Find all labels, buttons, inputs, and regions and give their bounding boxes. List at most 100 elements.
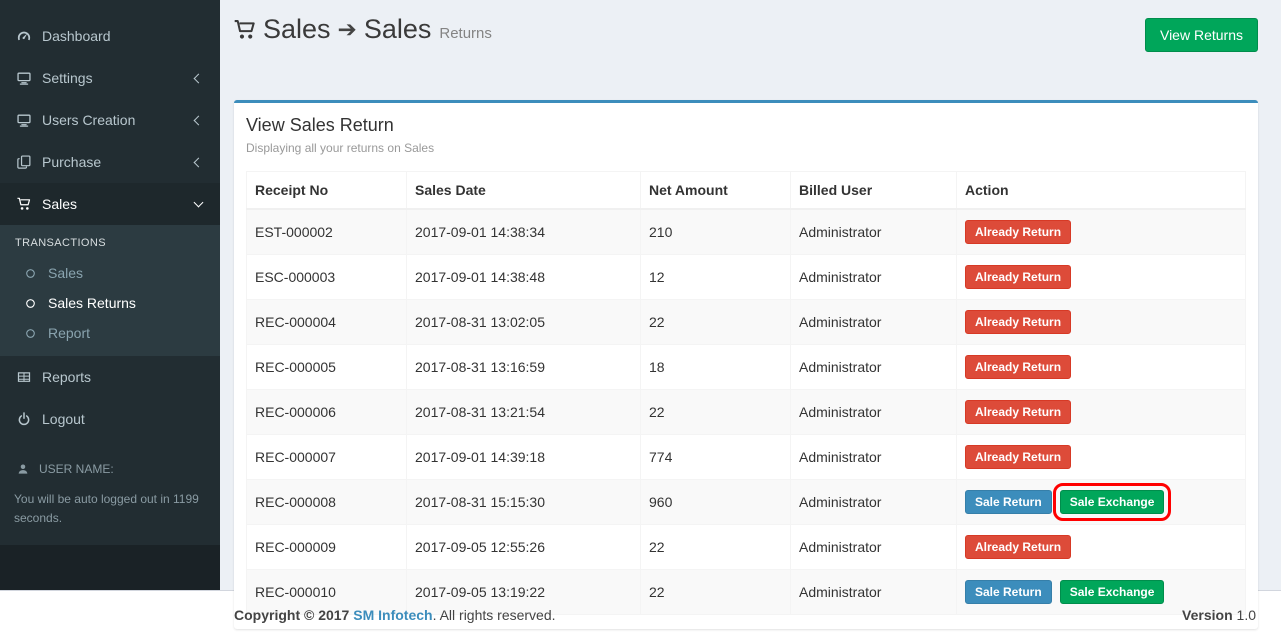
chevron-left-icon — [193, 73, 204, 83]
cell-billed-user: Administrator — [790, 434, 957, 480]
table-row: REC-000005 2017-08-31 13:16:59 18 Administr… — [246, 344, 1246, 390]
copy-icon — [15, 155, 33, 169]
sidebar-subitem-sales[interactable]: Sales — [0, 258, 220, 288]
cell-sales-date: 2017-09-05 13:19:22 — [406, 569, 641, 615]
content: View Sales Return Displaying all your re… — [220, 52, 1281, 629]
content-header: Sales ➔ Sales Returns View Returns — [220, 0, 1281, 52]
user-name-label: USER NAME: — [14, 462, 206, 476]
cell-billed-user: Administrator — [790, 299, 957, 345]
sales-return-box: View Sales Return Displaying all your re… — [234, 100, 1258, 629]
power-icon — [15, 412, 33, 426]
box-title: View Sales Return — [246, 115, 394, 135]
cell-sales-date: 2017-08-31 15:15:30 — [406, 479, 641, 525]
box-header: View Sales Return Displaying all your re… — [234, 103, 1258, 161]
table-row: REC-000007 2017-09-01 14:39:18 774 Administ… — [246, 434, 1246, 480]
box-subtitle: Displaying all your returns on Sales — [246, 141, 435, 155]
chevron-left-icon — [193, 157, 204, 167]
rights-text: . All rights reserved. — [432, 607, 556, 623]
sidebar-item-label: Purchase — [42, 154, 102, 170]
sale-exchange-button[interactable]: Sale Exchange — [1059, 580, 1165, 604]
version-label: Version — [1182, 607, 1233, 623]
cell-action: Sale Return Sale Exchange — [956, 479, 1246, 525]
cell-receipt-no: REC-000006 — [246, 389, 407, 435]
sidebar-item-label: Sales — [42, 196, 78, 212]
copyright-text: Copyright © 2017 — [234, 607, 350, 623]
cell-receipt-no: REC-000009 — [246, 524, 407, 570]
breadcrumb-current-sub: Returns — [439, 25, 492, 42]
sidebar-item-settings[interactable]: Settings — [0, 57, 220, 99]
table-row: ESC-000003 2017-09-01 14:38:48 12 Administr… — [246, 254, 1246, 300]
monitor-icon — [15, 71, 33, 85]
cell-billed-user: Administrator — [790, 389, 957, 435]
cell-sales-date: 2017-08-31 13:21:54 — [406, 389, 641, 435]
already-return-badge: Already Return — [965, 220, 1072, 244]
sidebar-subitem-label: Sales Returns — [48, 295, 136, 311]
table-row: EST-000002 2017-09-01 14:38:34 210 Administ… — [246, 208, 1246, 255]
sidebar-item-dashboard[interactable]: Dashboard — [0, 15, 220, 57]
cell-net-amount: 12 — [640, 254, 791, 300]
sidebar-item-purchase[interactable]: Purchase — [0, 141, 220, 183]
table-header-row: Receipt No Sales Date Net Amount Billed Use… — [246, 171, 1246, 210]
table-row: REC-000010 2017-09-05 13:19:22 22 Administr… — [246, 569, 1246, 615]
user-icon — [14, 463, 32, 475]
sidebar-footer — [0, 545, 220, 590]
sidebar: Dashboard Settings Users Creation Purchase S… — [0, 0, 220, 590]
table-body: EST-000002 2017-09-01 14:38:34 210 Administ… — [246, 208, 1246, 615]
cell-billed-user: Administrator — [790, 479, 957, 525]
sidebar-subitem-label: Report — [48, 325, 91, 341]
breadcrumb-arrow-icon: ➔ — [337, 16, 357, 42]
cell-action: Already Return — [956, 344, 1246, 390]
cell-receipt-no: REC-000007 — [246, 434, 407, 480]
sidebar-subitem-sales-returns[interactable]: Sales Returns — [0, 288, 220, 318]
cell-action: Already Return — [956, 254, 1246, 300]
cell-net-amount: 22 — [640, 569, 791, 615]
chevron-left-icon — [193, 115, 204, 125]
monitor-icon — [15, 113, 33, 127]
cart-icon — [234, 19, 256, 41]
chevron-down-icon — [193, 197, 204, 208]
sales-returns-table: Receipt No Sales Date Net Amount Billed Use… — [246, 171, 1246, 615]
table-row: REC-000004 2017-08-31 13:02:05 22 Administr… — [246, 299, 1246, 345]
sidebar-item-users-creation[interactable]: Users Creation — [0, 99, 220, 141]
already-return-badge: Already Return — [965, 400, 1072, 424]
cell-sales-date: 2017-09-01 14:38:34 — [406, 208, 641, 255]
cell-action: Already Return — [956, 434, 1246, 480]
cell-billed-user: Administrator — [790, 569, 957, 615]
sidebar-submenu: Sales Sales Returns Report — [0, 258, 220, 356]
cell-action: Already Return — [956, 389, 1246, 435]
company-link[interactable]: SM Infotech — [353, 607, 433, 623]
cell-billed-user: Administrator — [790, 208, 957, 255]
circle-icon — [21, 328, 39, 339]
cell-action: Already Return — [956, 299, 1246, 345]
sidebar-subitem-report[interactable]: Report — [0, 318, 220, 348]
cell-receipt-no: REC-000008 — [246, 479, 407, 525]
sale-return-button[interactable]: Sale Return — [965, 580, 1052, 604]
cell-receipt-no: ESC-000003 — [246, 254, 407, 300]
cell-sales-date: 2017-08-31 13:16:59 — [406, 344, 641, 390]
sidebar-item-reports[interactable]: Reports — [0, 356, 220, 398]
cart-icon — [15, 197, 33, 211]
sale-exchange-button[interactable]: Sale Exchange — [1052, 483, 1172, 521]
user-name-text: USER NAME: — [39, 462, 114, 476]
sidebar-item-label: Settings — [42, 70, 93, 86]
cell-billed-user: Administrator — [790, 344, 957, 390]
already-return-badge: Already Return — [965, 355, 1072, 379]
copyright: Copyright © 2017 SM Infotech. All rights… — [234, 607, 556, 623]
sidebar-subitem-label: Sales — [48, 265, 84, 281]
page-title: Sales ➔ Sales Returns — [234, 14, 492, 45]
sidebar-menu-lower: Reports Logout — [0, 356, 220, 440]
table-row: REC-000009 2017-09-05 12:55:26 22 Administr… — [246, 524, 1246, 570]
sidebar-item-sales[interactable]: Sales — [0, 183, 220, 225]
sidebar-item-label: Users Creation — [42, 112, 136, 128]
sale-return-button[interactable]: Sale Return — [965, 490, 1052, 514]
sidebar-user-panel: USER NAME: You will be auto logged out i… — [0, 440, 220, 527]
sidebar-item-label: Reports — [42, 369, 92, 385]
table-row: REC-000006 2017-08-31 13:21:54 22 Administr… — [246, 389, 1246, 435]
view-returns-button[interactable]: View Returns — [1144, 18, 1258, 52]
sidebar-item-logout[interactable]: Logout — [0, 398, 220, 440]
circle-icon — [21, 268, 39, 279]
version-value: 1.0 — [1236, 607, 1256, 623]
cell-receipt-no: REC-000010 — [246, 569, 407, 615]
main-area: Sales ➔ Sales Returns View Returns View … — [220, 0, 1281, 629]
